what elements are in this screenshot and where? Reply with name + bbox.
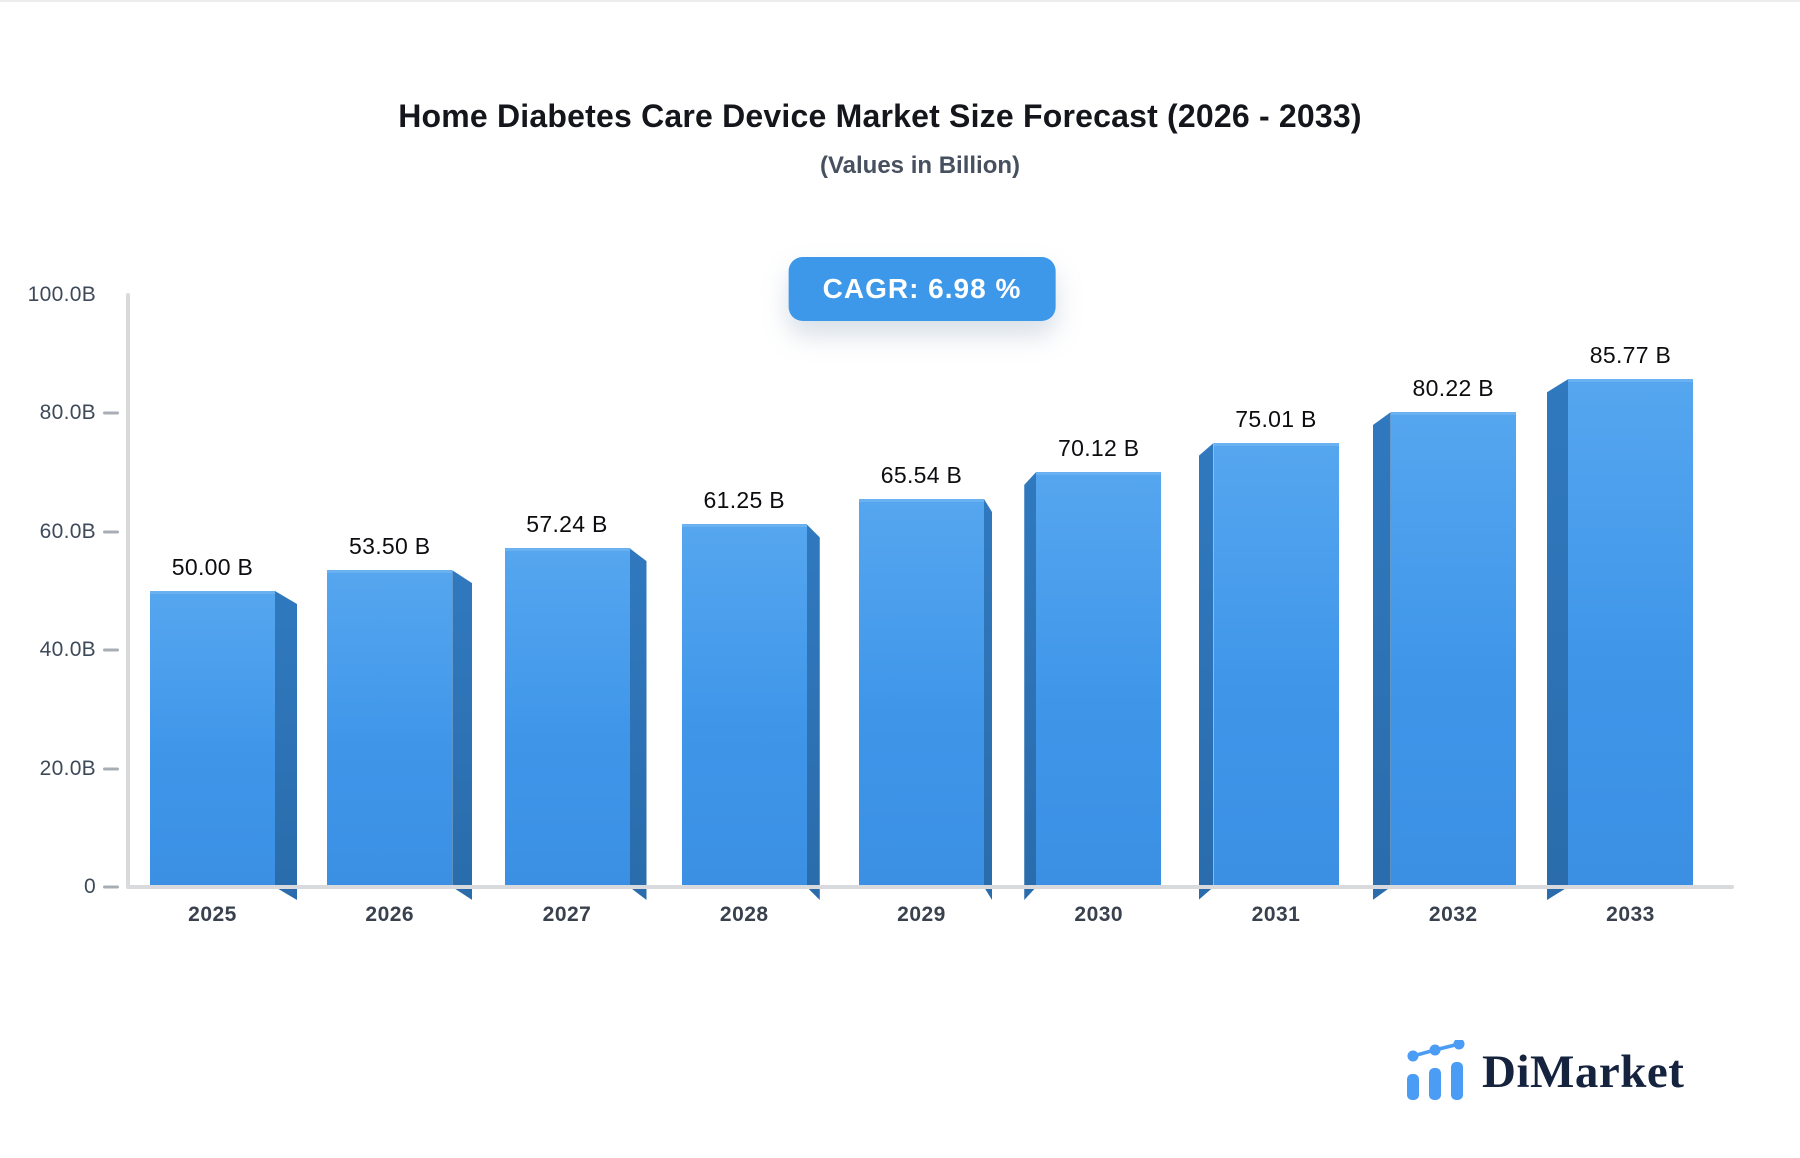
x-axis-label-2031: 2031 bbox=[1251, 903, 1301, 926]
dimarket-logo-text: DiMarket bbox=[1482, 1046, 1685, 1098]
y-axis-tick-label: 80.0B bbox=[39, 401, 96, 425]
x-axis-line bbox=[126, 885, 1734, 889]
bar-3d-side bbox=[452, 570, 472, 900]
bar-3d-side bbox=[1199, 443, 1214, 900]
bar-value-label: 85.77 B bbox=[1589, 342, 1672, 369]
y-axis-tick-label: 40.0B bbox=[39, 638, 96, 662]
bar-3d-side bbox=[807, 524, 820, 900]
bar-2033 bbox=[1568, 379, 1693, 887]
bar-value-label: 53.50 B bbox=[349, 533, 431, 560]
x-axis-label-2029: 2029 bbox=[897, 903, 946, 926]
bar-3d-side bbox=[1547, 379, 1568, 900]
y-axis-tick-mark bbox=[103, 885, 119, 889]
bar-value-label: 57.24 B bbox=[526, 511, 608, 538]
bar-3d-side bbox=[1373, 412, 1391, 900]
bar-2026 bbox=[327, 570, 453, 887]
bar-3d-side bbox=[630, 548, 647, 900]
x-axis-label-2032: 2032 bbox=[1428, 903, 1478, 926]
y-axis-tick-mark bbox=[103, 530, 119, 534]
y-axis-line bbox=[126, 293, 130, 887]
bar-2032 bbox=[1390, 412, 1516, 887]
x-axis-label-2033: 2033 bbox=[1606, 903, 1655, 926]
bar-3d-side bbox=[275, 591, 297, 900]
dimarket-logo: DiMarket bbox=[1405, 1036, 1684, 1100]
bar-3d-side bbox=[984, 499, 992, 900]
bar-2027 bbox=[504, 548, 630, 887]
y-axis-tick-label: 100.0B bbox=[27, 283, 96, 306]
x-axis-label-2026: 2026 bbox=[365, 903, 415, 926]
bar-2031 bbox=[1213, 442, 1339, 887]
bar-chart-logo-icon bbox=[1405, 1038, 1469, 1100]
y-axis-tick-label: 60.0B bbox=[39, 519, 96, 543]
cagr-badge: CAGR: 6.98 % bbox=[788, 257, 1056, 321]
y-axis-tick-label: 20.0B bbox=[39, 756, 96, 780]
y-axis-tick-mark bbox=[103, 648, 119, 652]
bar-value-label: 75.01 B bbox=[1235, 405, 1317, 432]
bar-2030 bbox=[1036, 471, 1162, 887]
x-axis-label-2025: 2025 bbox=[188, 903, 237, 926]
chart-subtitle: (Values in Billion) bbox=[819, 152, 1021, 179]
y-axis-tick-label: 0 bbox=[84, 875, 96, 898]
bar-2025 bbox=[150, 591, 275, 887]
x-axis-label-2028: 2028 bbox=[719, 903, 769, 926]
y-axis-tick-mark bbox=[103, 411, 119, 415]
bar-value-label: 65.54 B bbox=[880, 462, 963, 488]
x-axis-label-2030: 2030 bbox=[1074, 903, 1124, 926]
y-axis-tick-mark bbox=[103, 767, 119, 771]
bar-2028 bbox=[681, 524, 807, 887]
bar-value-label: 70.12 B bbox=[1058, 434, 1140, 461]
chart-title: Home Diabetes Care Device Market Size Fo… bbox=[398, 98, 1362, 134]
bar-2029 bbox=[859, 499, 984, 887]
bar-value-label: 50.00 B bbox=[171, 554, 254, 580]
bar-3d-side bbox=[1024, 472, 1036, 900]
bar-value-label: 80.22 B bbox=[1412, 375, 1494, 402]
x-axis-label-2027: 2027 bbox=[542, 903, 592, 926]
bar-value-label: 61.25 B bbox=[703, 487, 785, 514]
